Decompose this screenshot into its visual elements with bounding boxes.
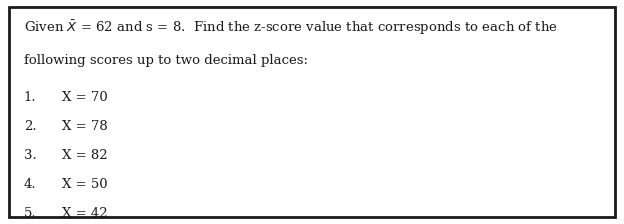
Text: following scores up to two decimal places:: following scores up to two decimal place… (24, 54, 308, 67)
Text: 4.: 4. (24, 178, 36, 191)
Text: 3.: 3. (24, 149, 36, 162)
Text: X = 78: X = 78 (62, 120, 108, 133)
FancyBboxPatch shape (9, 7, 615, 217)
Text: Given $\bar{X}$ = 62 and s = 8.  Find the z-score value that corresponds to each: Given $\bar{X}$ = 62 and s = 8. Find the… (24, 18, 558, 37)
Text: X = 70: X = 70 (62, 91, 108, 104)
Text: 5.: 5. (24, 207, 36, 220)
Text: X = 82: X = 82 (62, 149, 108, 162)
Text: 1.: 1. (24, 91, 36, 104)
Text: X = 42: X = 42 (62, 207, 108, 220)
Text: 2.: 2. (24, 120, 36, 133)
Text: X = 50: X = 50 (62, 178, 108, 191)
